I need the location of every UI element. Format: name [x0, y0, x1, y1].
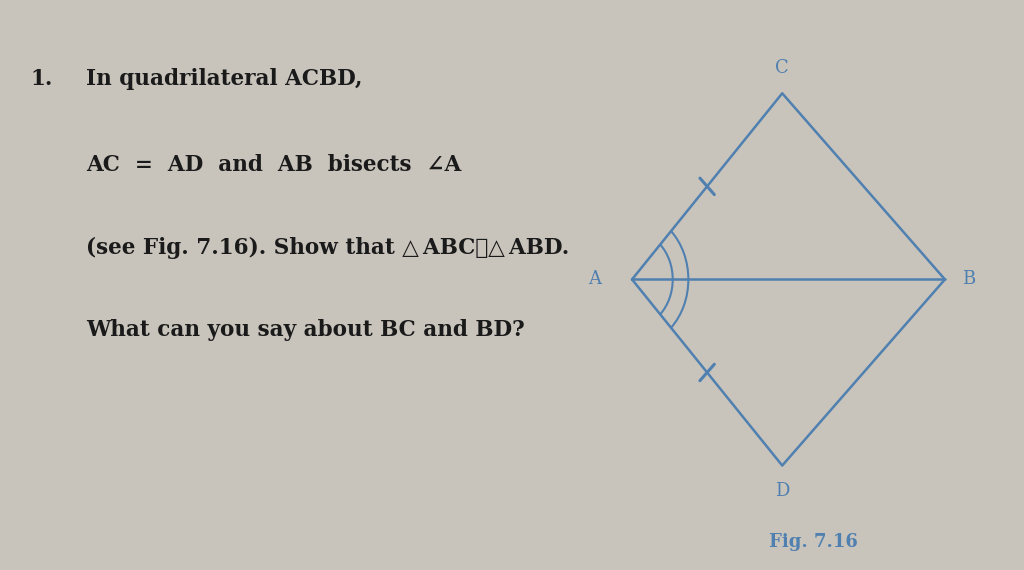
- Text: Fig. 7.16: Fig. 7.16: [769, 532, 858, 551]
- Text: C: C: [775, 59, 790, 77]
- Text: D: D: [775, 482, 790, 500]
- Text: What can you say about BC and BD?: What can you say about BC and BD?: [86, 319, 524, 341]
- Text: AC  =  AD  and  AB  bisects  ∠A: AC = AD and AB bisects ∠A: [86, 154, 461, 176]
- Text: In quadrilateral ACBD,: In quadrilateral ACBD,: [86, 68, 362, 91]
- Text: (see Fig. 7.16). Show that △ ABC≅△ ABD.: (see Fig. 7.16). Show that △ ABC≅△ ABD.: [86, 237, 569, 259]
- Text: A: A: [588, 270, 601, 288]
- Text: 1.: 1.: [31, 68, 53, 91]
- Text: B: B: [963, 270, 976, 288]
